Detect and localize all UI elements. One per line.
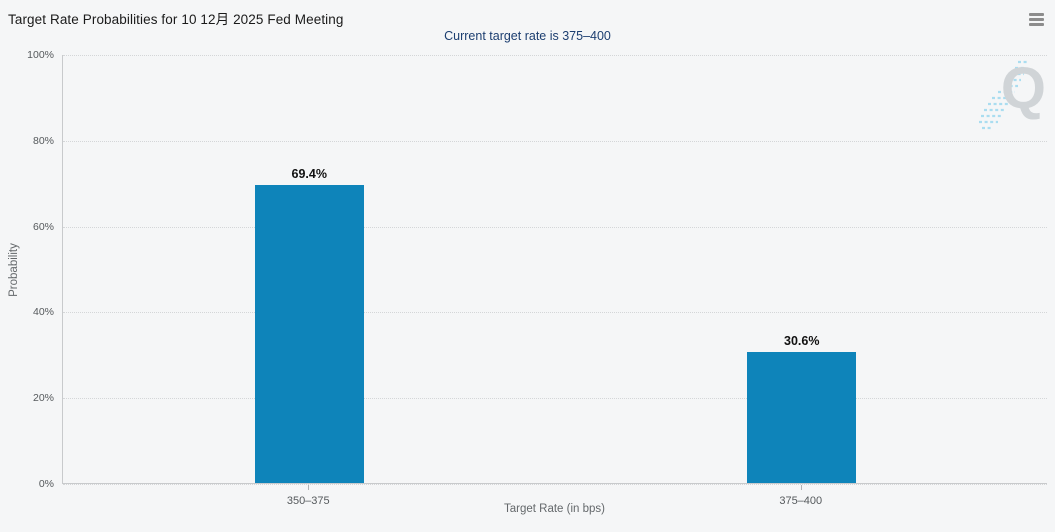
x-axis-title: Target Rate (in bps) xyxy=(504,503,605,515)
watermark-dashes-icon xyxy=(979,60,1028,130)
gridline xyxy=(63,140,1047,142)
hamburger-bar xyxy=(1028,17,1044,21)
y-axis-tick-label: 40% xyxy=(32,306,54,319)
y-axis-title: Probability xyxy=(8,243,20,297)
gridline xyxy=(63,484,1047,485)
hamburger-bar xyxy=(1028,22,1044,26)
x-axis-tick-mark xyxy=(308,485,310,490)
chart-context-menu-icon[interactable] xyxy=(1025,9,1047,29)
gridline xyxy=(63,55,1047,56)
chart-subtitle: Current target rate is 375–400 xyxy=(444,29,611,43)
y-axis-tick-label: 20% xyxy=(32,392,54,405)
plot-area: 69.4% 30.6% xyxy=(62,55,1047,485)
bar-value-label: 30.6% xyxy=(784,333,820,348)
bar-value-label: 69.4% xyxy=(291,167,327,182)
x-axis-tick-mark xyxy=(800,485,802,490)
gridline xyxy=(63,398,1047,400)
hamburger-bar xyxy=(1028,12,1044,16)
watermark-q-letter: Q xyxy=(1000,56,1046,121)
y-axis-tick-label: 0% xyxy=(38,478,54,490)
gridline xyxy=(63,312,1047,314)
y-axis-tick-label: 80% xyxy=(32,134,54,147)
chart-title: Target Rate Probabilities for 10 12月 202… xyxy=(8,12,344,27)
gridline xyxy=(63,226,1047,228)
y-axis-tick-label: 100% xyxy=(27,49,54,61)
quikstrike-logo-watermark: Q xyxy=(978,58,1048,136)
probability-bar[interactable] xyxy=(747,351,857,483)
y-axis-tick-label: 60% xyxy=(32,220,54,233)
x-axis-tick-label: 375–400 xyxy=(779,495,823,507)
x-axis-tick-label: 350–375 xyxy=(286,495,330,507)
probability-bar[interactable] xyxy=(254,185,364,483)
